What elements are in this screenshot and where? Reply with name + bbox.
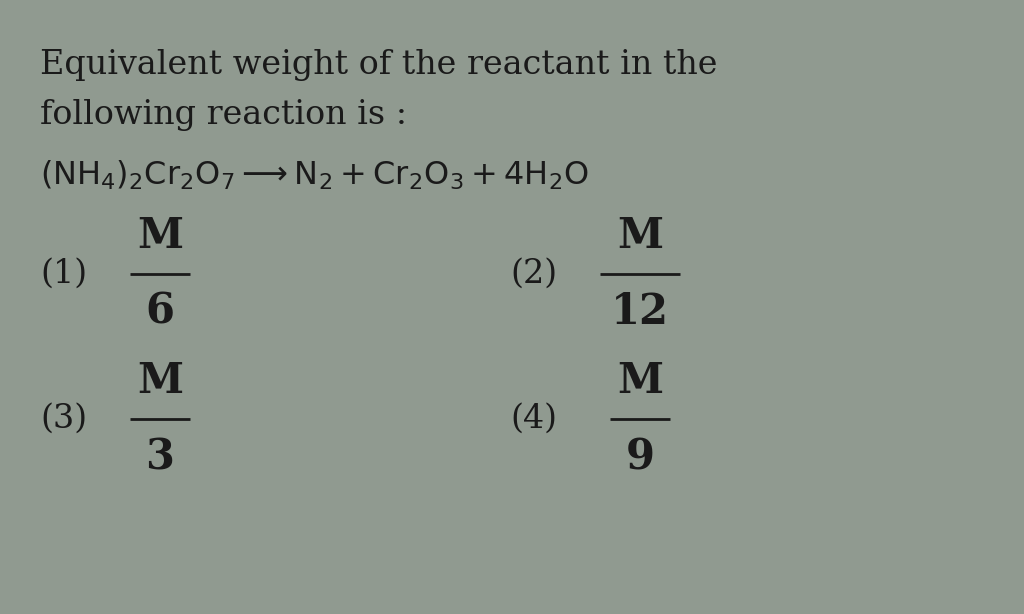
Text: M: M: [137, 360, 183, 402]
Text: Equivalent weight of the reactant in the: Equivalent weight of the reactant in the: [40, 49, 718, 81]
Text: (2): (2): [510, 258, 557, 290]
Text: 3: 3: [145, 436, 174, 478]
Text: (3): (3): [40, 403, 87, 435]
Text: 12: 12: [611, 291, 669, 333]
Text: 6: 6: [145, 291, 174, 333]
Text: M: M: [616, 360, 664, 402]
Text: (1): (1): [40, 258, 87, 290]
Text: M: M: [137, 215, 183, 257]
Text: following reaction is :: following reaction is :: [40, 99, 408, 131]
Text: (4): (4): [510, 403, 557, 435]
Text: $\mathrm{(NH_4)_2Cr_2O_7 \longrightarrow N_2 + Cr_2O_3 + 4H_2O}$: $\mathrm{(NH_4)_2Cr_2O_7 \longrightarrow…: [40, 159, 589, 192]
Text: M: M: [616, 215, 664, 257]
Text: 9: 9: [626, 436, 654, 478]
